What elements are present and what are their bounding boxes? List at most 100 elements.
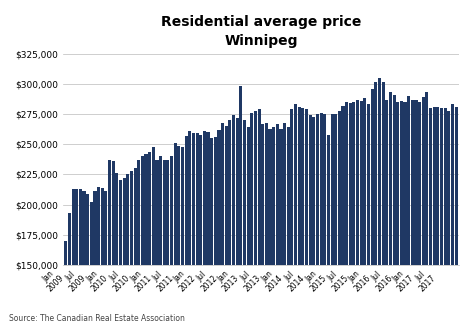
Bar — [455, 107, 457, 325]
Bar — [250, 113, 254, 325]
Bar — [141, 156, 144, 325]
Bar — [170, 156, 173, 325]
Bar — [301, 108, 304, 325]
Bar — [115, 173, 118, 325]
Bar — [422, 97, 425, 325]
Bar — [221, 123, 224, 325]
Bar — [312, 117, 315, 325]
Bar — [232, 115, 235, 325]
Bar — [319, 113, 323, 325]
Bar — [184, 136, 188, 325]
Bar — [389, 92, 392, 325]
Bar — [243, 120, 246, 325]
Bar — [345, 102, 348, 325]
Bar — [414, 100, 418, 325]
Bar — [82, 191, 86, 325]
Bar — [407, 96, 410, 325]
Bar — [276, 124, 279, 325]
Bar — [145, 154, 147, 325]
Bar — [196, 134, 199, 325]
Bar — [360, 101, 363, 325]
Bar — [192, 134, 195, 325]
Bar — [134, 168, 137, 325]
Bar — [316, 114, 319, 325]
Bar — [334, 114, 337, 325]
Bar — [364, 98, 366, 325]
Bar — [214, 137, 217, 325]
Bar — [400, 101, 403, 325]
Bar — [257, 109, 261, 325]
Bar — [97, 187, 100, 325]
Bar — [418, 102, 421, 325]
Bar — [411, 100, 414, 325]
Bar — [272, 127, 275, 325]
Bar — [68, 213, 71, 325]
Bar — [298, 107, 301, 325]
Text: Source: The Canadian Real Estate Association: Source: The Canadian Real Estate Associa… — [9, 314, 185, 323]
Bar — [327, 135, 330, 325]
Bar — [228, 120, 231, 325]
Bar — [283, 123, 286, 325]
Bar — [218, 130, 220, 325]
Bar — [72, 189, 74, 325]
Bar — [429, 108, 432, 325]
Bar — [291, 109, 293, 325]
Bar — [349, 103, 352, 325]
Bar — [152, 147, 155, 325]
Bar — [451, 105, 454, 325]
Bar — [239, 86, 242, 325]
Bar — [104, 191, 108, 325]
Bar — [433, 107, 436, 325]
Bar — [367, 105, 370, 325]
Bar — [330, 114, 334, 325]
Bar — [246, 127, 250, 325]
Bar — [166, 160, 170, 325]
Bar — [447, 111, 450, 325]
Bar — [287, 127, 290, 325]
Bar — [100, 188, 104, 325]
Bar — [305, 109, 308, 325]
Bar — [173, 143, 177, 325]
Bar — [268, 129, 272, 325]
Bar — [112, 161, 115, 325]
Bar — [137, 160, 140, 325]
Bar — [159, 156, 162, 325]
Bar — [374, 82, 377, 325]
Bar — [207, 132, 210, 325]
Bar — [294, 105, 297, 325]
Bar — [64, 241, 67, 325]
Bar — [436, 107, 439, 325]
Bar — [177, 146, 181, 325]
Bar — [210, 138, 213, 325]
Bar — [444, 108, 447, 325]
Bar — [86, 194, 89, 325]
Bar — [163, 160, 166, 325]
Bar — [396, 102, 399, 325]
Bar — [90, 202, 93, 325]
Bar — [123, 178, 126, 325]
Bar — [356, 100, 359, 325]
Bar — [425, 92, 428, 325]
Bar — [75, 189, 78, 325]
Bar — [93, 191, 97, 325]
Bar — [155, 160, 158, 325]
Bar — [378, 78, 381, 325]
Bar — [323, 114, 326, 325]
Bar — [440, 108, 443, 325]
Bar — [265, 123, 268, 325]
Bar — [385, 100, 388, 325]
Bar — [254, 111, 257, 325]
Bar — [352, 102, 356, 325]
Bar — [108, 160, 111, 325]
Bar — [341, 106, 345, 325]
Bar — [188, 131, 191, 325]
Bar — [392, 95, 396, 325]
Bar — [119, 180, 122, 325]
Bar — [382, 82, 385, 325]
Bar — [130, 171, 133, 325]
Bar — [338, 111, 341, 325]
Bar — [309, 115, 312, 325]
Bar — [203, 131, 206, 325]
Title: Residential average price
Winnipeg: Residential average price Winnipeg — [161, 15, 361, 48]
Bar — [225, 126, 228, 325]
